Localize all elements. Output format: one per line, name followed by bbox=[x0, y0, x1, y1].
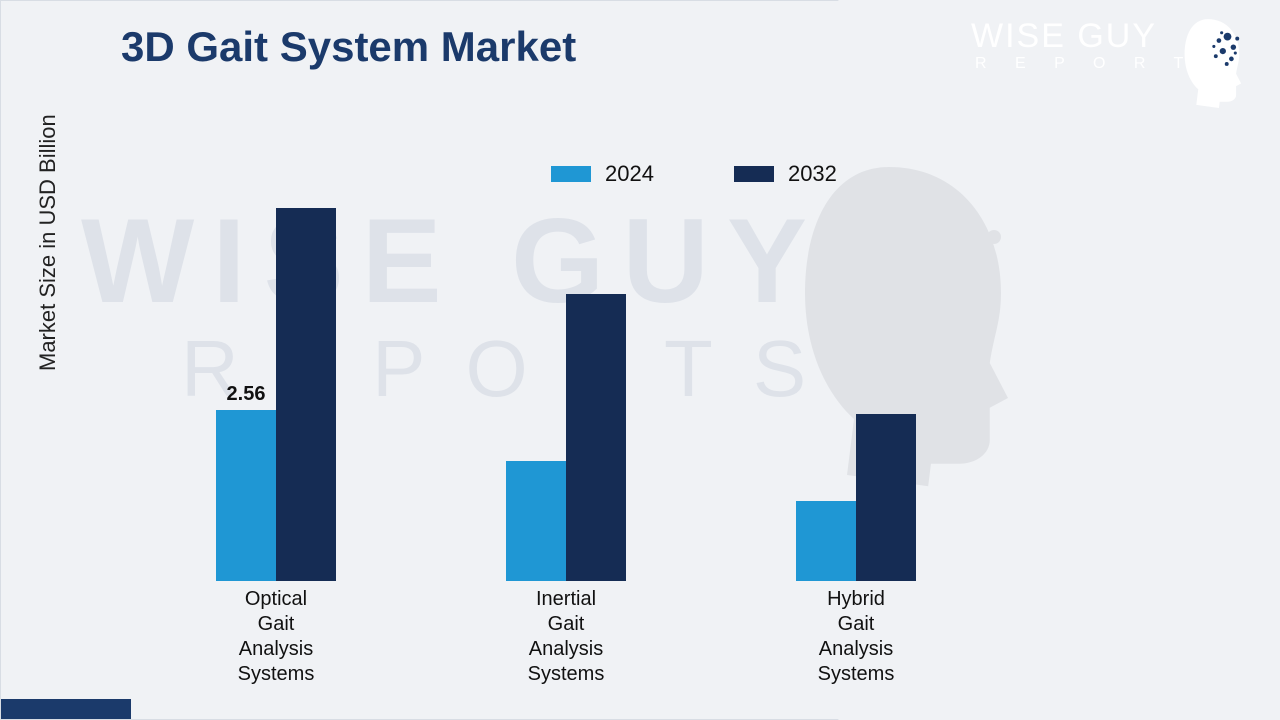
decorative-bottom-bar bbox=[1, 699, 131, 719]
bar-2032 bbox=[856, 414, 916, 581]
bar-group: 2.56OpticalGaitAnalysisSystems bbox=[191, 208, 361, 581]
chart-title: 3D Gait System Market bbox=[121, 23, 576, 71]
bar-chart: 2.56OpticalGaitAnalysisSystems InertialGa… bbox=[131, 181, 951, 581]
bar-group: HybridGaitAnalysisSystems bbox=[771, 414, 941, 581]
plot-area: 2.56OpticalGaitAnalysisSystems InertialGa… bbox=[131, 181, 951, 581]
bar-group: InertialGaitAnalysisSystems bbox=[481, 294, 651, 581]
category-label: OpticalGaitAnalysisSystems bbox=[196, 581, 356, 687]
category-label: HybridGaitAnalysisSystems bbox=[776, 581, 936, 687]
category-label: InertialGaitAnalysisSystems bbox=[486, 581, 646, 687]
bar-2024 bbox=[506, 461, 566, 581]
legend-swatch-2032 bbox=[734, 166, 774, 182]
bar-2032 bbox=[276, 208, 336, 581]
bar-value-label: 2.56 bbox=[216, 383, 276, 406]
legend-swatch-2024 bbox=[551, 166, 591, 182]
page-root: WISE GUY REPORTS 3D Gait System Market W… bbox=[0, 0, 1280, 720]
bar-2032 bbox=[566, 294, 626, 581]
brand-logo-head-icon bbox=[1169, 15, 1247, 109]
bar-2024 bbox=[796, 501, 856, 581]
bar-2024 bbox=[216, 410, 276, 581]
brand-logo: WISE GUY R E P O R T S bbox=[971, 19, 1251, 119]
y-axis-label: Market Size in USD Billion bbox=[35, 114, 61, 371]
